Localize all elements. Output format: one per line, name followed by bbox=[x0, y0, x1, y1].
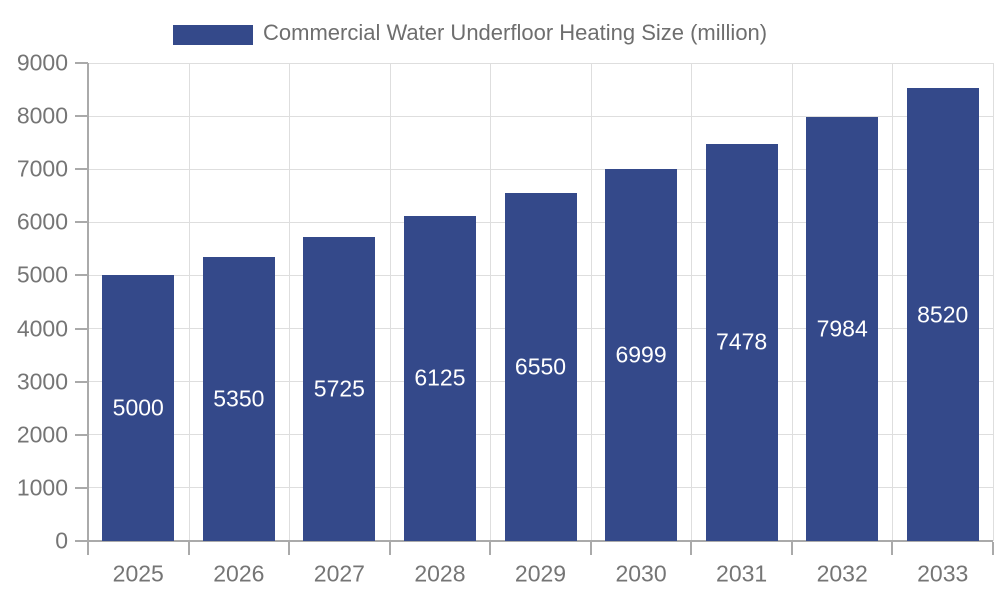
legend-swatch bbox=[173, 25, 253, 45]
gridline-v bbox=[289, 63, 291, 541]
bar-value-label: 5725 bbox=[313, 375, 365, 402]
gridline-h bbox=[88, 168, 993, 170]
x-tick-label: 2028 bbox=[414, 560, 466, 587]
bar-2027 bbox=[303, 236, 376, 541]
y-tick-label: 3000 bbox=[16, 368, 68, 395]
legend-label: Commercial Water Underfloor Heating Size… bbox=[263, 20, 768, 45]
x-tick bbox=[288, 542, 291, 555]
bar-value-label: 8520 bbox=[917, 301, 969, 328]
y-tick bbox=[75, 380, 88, 383]
gridline-h bbox=[88, 62, 993, 64]
gridline-h bbox=[88, 115, 993, 117]
y-tick-label: 2000 bbox=[16, 421, 68, 448]
bar-value-label: 6550 bbox=[514, 353, 567, 380]
y-tick bbox=[75, 274, 88, 277]
x-tick-label: 2033 bbox=[917, 560, 969, 587]
x-tick-label: 2030 bbox=[615, 560, 667, 587]
y-tick bbox=[75, 486, 88, 489]
bar-2028 bbox=[403, 215, 476, 541]
bar-value-label: 6125 bbox=[414, 364, 466, 391]
gridline-v bbox=[691, 63, 693, 541]
y-tick-label: 4000 bbox=[16, 315, 68, 342]
y-tick bbox=[75, 221, 88, 224]
y-tick-label: 7000 bbox=[16, 155, 68, 182]
y-tick-label: 9000 bbox=[16, 49, 68, 76]
y-tick bbox=[75, 115, 88, 118]
bar-2031 bbox=[705, 143, 778, 541]
bar-2032 bbox=[806, 116, 879, 541]
y-tick-label: 0 bbox=[55, 527, 68, 554]
gridline-v bbox=[490, 63, 492, 541]
x-tick bbox=[589, 542, 592, 555]
x-tick bbox=[992, 542, 994, 555]
y-tick bbox=[75, 168, 88, 171]
bar-2029 bbox=[504, 193, 577, 541]
gridline-v bbox=[791, 63, 793, 541]
x-tick bbox=[187, 542, 190, 555]
x-tick bbox=[690, 542, 693, 555]
y-tick-label: 5000 bbox=[16, 261, 68, 288]
bar-2030 bbox=[605, 169, 678, 541]
y-tick-label: 8000 bbox=[16, 102, 68, 129]
x-tick-label: 2027 bbox=[313, 560, 365, 587]
x-tick-label: 2029 bbox=[514, 560, 567, 587]
x-tick bbox=[489, 542, 492, 555]
bar-value-label: 7478 bbox=[716, 328, 768, 355]
y-tick bbox=[75, 62, 88, 64]
y-tick-label: 1000 bbox=[16, 474, 68, 501]
y-tick bbox=[75, 327, 88, 330]
x-tick bbox=[790, 542, 793, 555]
bar-value-label: 5350 bbox=[213, 385, 265, 412]
y-tick bbox=[75, 540, 88, 542]
x-tick-label: 2032 bbox=[816, 560, 868, 587]
bar-value-label: 5000 bbox=[112, 394, 164, 421]
bar-value-label: 6999 bbox=[615, 341, 667, 368]
gridline-v bbox=[993, 63, 994, 541]
y-axis-line bbox=[87, 63, 89, 543]
bar-2026 bbox=[202, 256, 275, 541]
x-tick-label: 2026 bbox=[213, 560, 265, 587]
y-tick bbox=[75, 433, 88, 436]
gridline-v bbox=[389, 63, 391, 541]
x-tick-label: 2031 bbox=[716, 560, 768, 587]
x-axis-line bbox=[75, 540, 993, 542]
x-tick bbox=[87, 542, 89, 555]
gridline-v bbox=[188, 63, 190, 541]
gridline-v bbox=[892, 63, 894, 541]
x-tick bbox=[388, 542, 391, 555]
gridline-v bbox=[590, 63, 592, 541]
bar-2033 bbox=[906, 88, 979, 541]
y-tick-label: 6000 bbox=[16, 208, 68, 235]
bar-value-label: 7984 bbox=[816, 315, 868, 342]
x-tick bbox=[891, 542, 894, 555]
x-tick-label: 2025 bbox=[112, 560, 164, 587]
bar-2025 bbox=[102, 275, 175, 541]
